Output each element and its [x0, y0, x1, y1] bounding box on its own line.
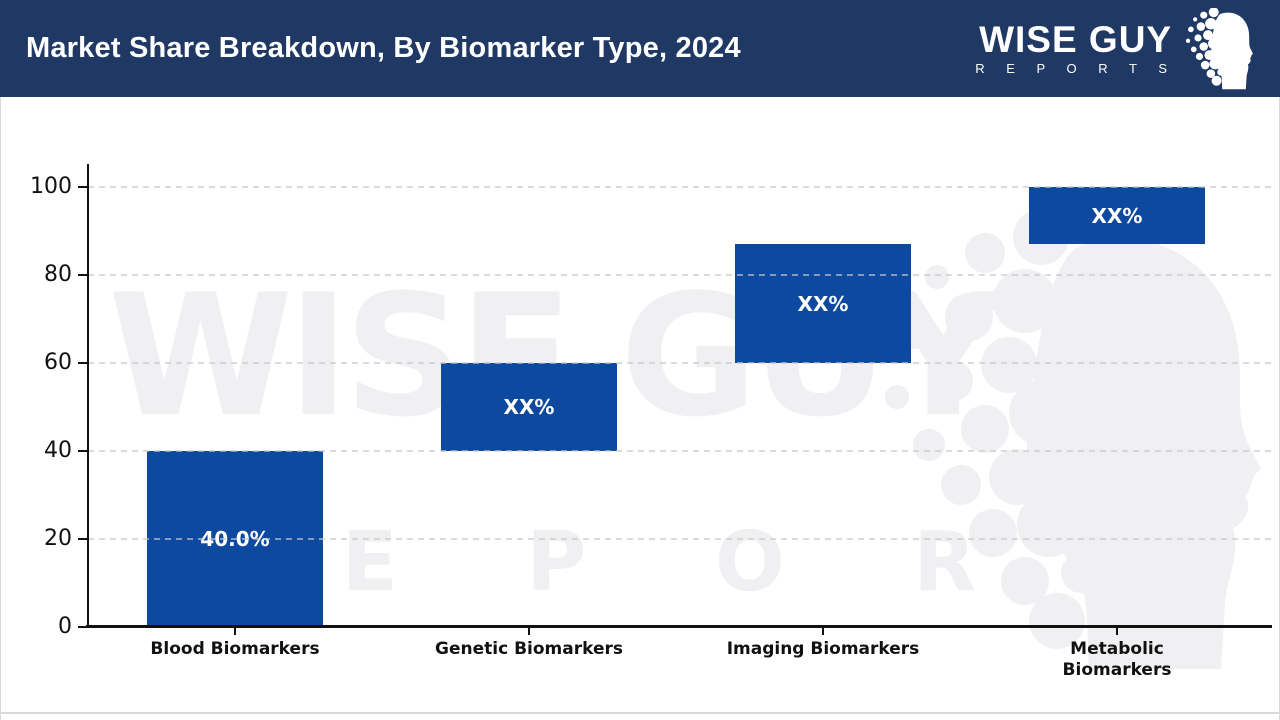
bar-value-label: XX% [503, 395, 555, 419]
y-axis-line [87, 164, 89, 628]
x-tick-mark [528, 628, 530, 635]
bar-value-label: XX% [797, 291, 849, 316]
x-axis-line [86, 625, 1272, 628]
y-tick-label: 80 [44, 262, 72, 287]
x-tick-mark [234, 628, 236, 635]
logo-face-icon [1185, 7, 1253, 89]
y-tick-label: 40 [44, 438, 72, 463]
x-category-label-line: Imaging Biomarkers [726, 639, 920, 659]
y-tick-label: 20 [44, 526, 72, 551]
x-category-label-line: Biomarkers [1062, 660, 1172, 680]
bar-imaging-biomarkers: XX% [735, 244, 911, 363]
y-tick-label: 60 [44, 350, 72, 375]
x-category-label: Imaging Biomarkers [727, 639, 920, 660]
bar-genetic-biomarkers: XX% [441, 363, 617, 451]
x-category-label-line: Blood Biomarkers [150, 639, 320, 659]
bar-value-label: XX% [1091, 203, 1143, 228]
x-category-label-line: Genetic Biomarkers [435, 639, 623, 659]
y-tick-mark [78, 274, 87, 276]
y-tick-mark [78, 538, 87, 540]
x-category-label-line: Metabolic [1070, 639, 1164, 659]
gridline [88, 362, 1272, 364]
gridline [88, 450, 1272, 452]
logo-text: WISE GUY R E P O R T S [975, 19, 1176, 77]
y-tick-mark [78, 450, 87, 452]
x-category-label: Blood Biomarkers [150, 639, 319, 660]
watermark-face-icon [885, 212, 1261, 669]
page-title: Market Share Breakdown, By Biomarker Typ… [26, 32, 741, 64]
logo-subtitle: R E P O R T S [975, 61, 1176, 76]
y-tick-label: 0 [58, 614, 72, 639]
y-tick-label: 100 [30, 174, 72, 199]
wise-guy-logo: WISE GUY R E P O R T S [975, 7, 1254, 90]
bar-metabolic-biomarkers: XX% [1029, 187, 1205, 245]
x-category-label: Genetic Biomarkers [435, 639, 623, 660]
x-category-label: Metabolic Biomarkers [1063, 639, 1172, 681]
x-tick-mark [1116, 628, 1118, 635]
header: Market Share Breakdown, By Biomarker Typ… [0, 0, 1280, 97]
gridline [88, 538, 1272, 540]
bottom-edge-line [0, 712, 1280, 714]
y-tick-mark [78, 362, 87, 364]
y-tick-mark [78, 626, 87, 628]
gridline [88, 186, 1272, 188]
logo-wordmark: WISE GUY [979, 19, 1173, 60]
y-tick-mark [78, 186, 87, 188]
left-edge-line [0, 97, 1, 720]
x-tick-mark [822, 628, 824, 635]
gridline [88, 274, 1272, 276]
